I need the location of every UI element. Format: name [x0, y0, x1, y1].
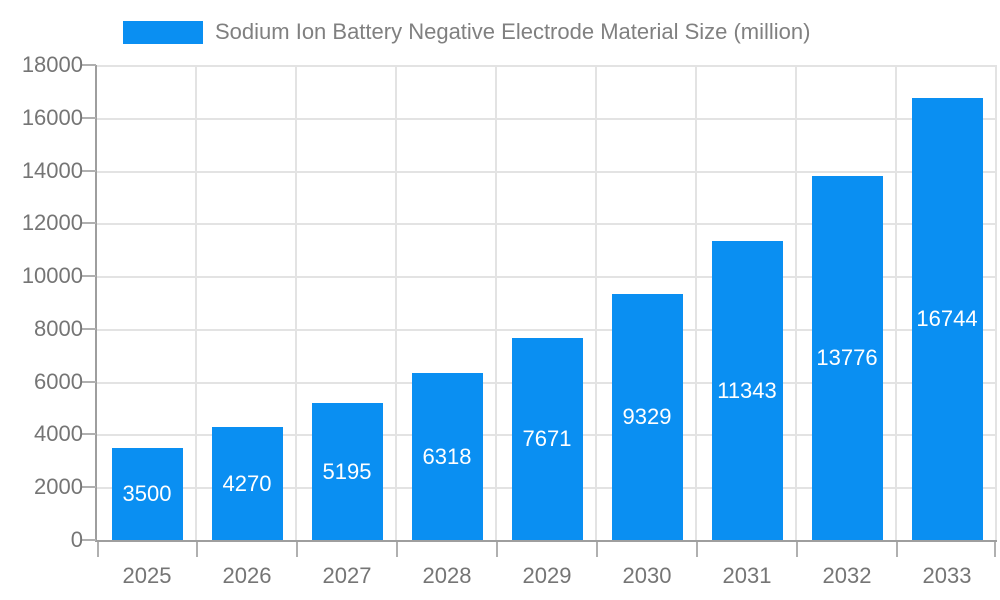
- y-axis-label: 2000: [34, 474, 83, 500]
- h-gridline: [97, 328, 997, 331]
- y-axis-tick: [82, 327, 96, 330]
- bar-value-label: 6318: [422, 443, 472, 469]
- x-axis-label: 2026: [222, 563, 272, 588]
- x-axis-label: 2028: [422, 563, 472, 588]
- y-axis-label: 16000: [21, 104, 83, 130]
- y-axis-label: 0: [70, 527, 83, 552]
- v-gridline: [695, 65, 697, 540]
- y-axis-tick: [82, 222, 96, 225]
- x-axis-label: 2030: [622, 563, 672, 588]
- bar: 9329: [611, 294, 683, 540]
- y-axis-label: 10000: [21, 263, 83, 289]
- x-axis-label: 2031: [722, 563, 772, 588]
- y-axis-tick: [82, 486, 96, 489]
- bar-value-label: 16744: [916, 306, 978, 331]
- y-axis-tick: [82, 64, 96, 66]
- bar-value-label: 3500: [122, 481, 172, 506]
- v-gridline: [895, 65, 897, 540]
- v-gridline: [395, 65, 397, 540]
- x-axis-tick: [396, 542, 398, 557]
- bar-value-label: 5195: [322, 458, 372, 484]
- bar-value-label: 9329: [622, 404, 672, 429]
- bar: 5195: [311, 403, 383, 540]
- bar-value-label: 11343: [717, 377, 777, 403]
- x-axis-tick: [296, 542, 298, 557]
- x-axis-tick: [596, 542, 598, 557]
- x-axis-tick: [496, 542, 498, 557]
- y-axis-label: 18000: [21, 52, 83, 77]
- y-axis-tick: [82, 116, 96, 119]
- bar: 13776: [811, 176, 883, 540]
- y-axis-label: 6000: [34, 368, 83, 394]
- v-gridline: [195, 65, 197, 540]
- h-gridline: [97, 170, 997, 173]
- v-gridline: [795, 65, 797, 540]
- y-axis-tick: [82, 433, 96, 436]
- bar-value-label: 13776: [816, 345, 878, 370]
- bar: 3500: [111, 448, 183, 540]
- bar: 11343: [711, 241, 783, 540]
- bar-value-label: 4270: [222, 470, 272, 496]
- x-axis-label: 2033: [922, 563, 972, 588]
- legend-swatch: [123, 20, 203, 44]
- x-axis-tick: [896, 542, 898, 557]
- legend: Sodium Ion Battery Negative Electrode Ma…: [123, 19, 810, 45]
- y-axis-label: 14000: [21, 157, 83, 183]
- y-axis-tick: [82, 169, 96, 172]
- x-axis-label: 2027: [322, 563, 372, 588]
- x-axis-label: 2029: [522, 563, 572, 588]
- bar: 16744: [911, 98, 983, 540]
- x-axis-tick: [994, 542, 996, 557]
- y-axis-label: 4000: [34, 421, 83, 447]
- y-axis-tick: [82, 275, 96, 278]
- h-gridline: [97, 276, 997, 279]
- x-axis-tick: [97, 542, 99, 557]
- v-gridline: [495, 65, 497, 540]
- h-gridline: [97, 65, 997, 67]
- x-axis-label: 2025: [122, 563, 172, 588]
- legend-label: Sodium Ion Battery Negative Electrode Ma…: [215, 19, 811, 44]
- bar: 7671: [511, 338, 583, 540]
- v-gridline: [295, 65, 297, 540]
- x-axis-tick: [196, 542, 198, 557]
- y-axis-label: 8000: [34, 315, 83, 341]
- x-axis-tick: [696, 542, 698, 557]
- y-axis-label: 12000: [21, 210, 83, 236]
- h-gridline: [97, 117, 997, 120]
- v-gridline: [595, 65, 597, 540]
- y-axis-tick: [82, 539, 96, 541]
- plot-area: 3500 4270 5195 6318 7671 9329 11343 13776 16744: [82, 64, 997, 557]
- h-gridline: [97, 223, 997, 226]
- x-axis-tick: [796, 542, 798, 557]
- bar-value-label: 7671: [522, 426, 572, 451]
- bar: 4270: [211, 427, 283, 540]
- x-axis-label: 2032: [822, 563, 872, 588]
- bar: 6318: [411, 373, 483, 540]
- y-axis-tick: [82, 380, 96, 383]
- v-gridline: [995, 65, 997, 540]
